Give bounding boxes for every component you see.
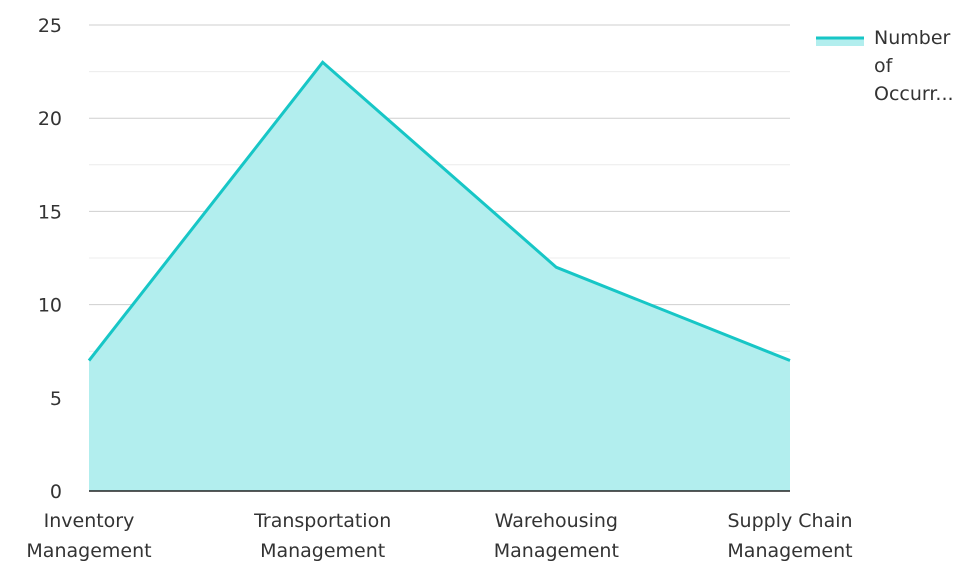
y-tick-label: 25 xyxy=(38,15,62,37)
y-tick-label: 20 xyxy=(38,108,62,130)
series-area-fill xyxy=(89,62,790,491)
y-tick-label: 5 xyxy=(50,388,62,410)
series-area-group xyxy=(89,62,790,491)
y-axis-tick-labels: 0 5 10 15 20 25 xyxy=(38,15,62,503)
y-tick-label: 10 xyxy=(38,295,62,317)
y-tick-label: 15 xyxy=(38,201,62,223)
y-tick-label: 0 xyxy=(50,481,62,503)
